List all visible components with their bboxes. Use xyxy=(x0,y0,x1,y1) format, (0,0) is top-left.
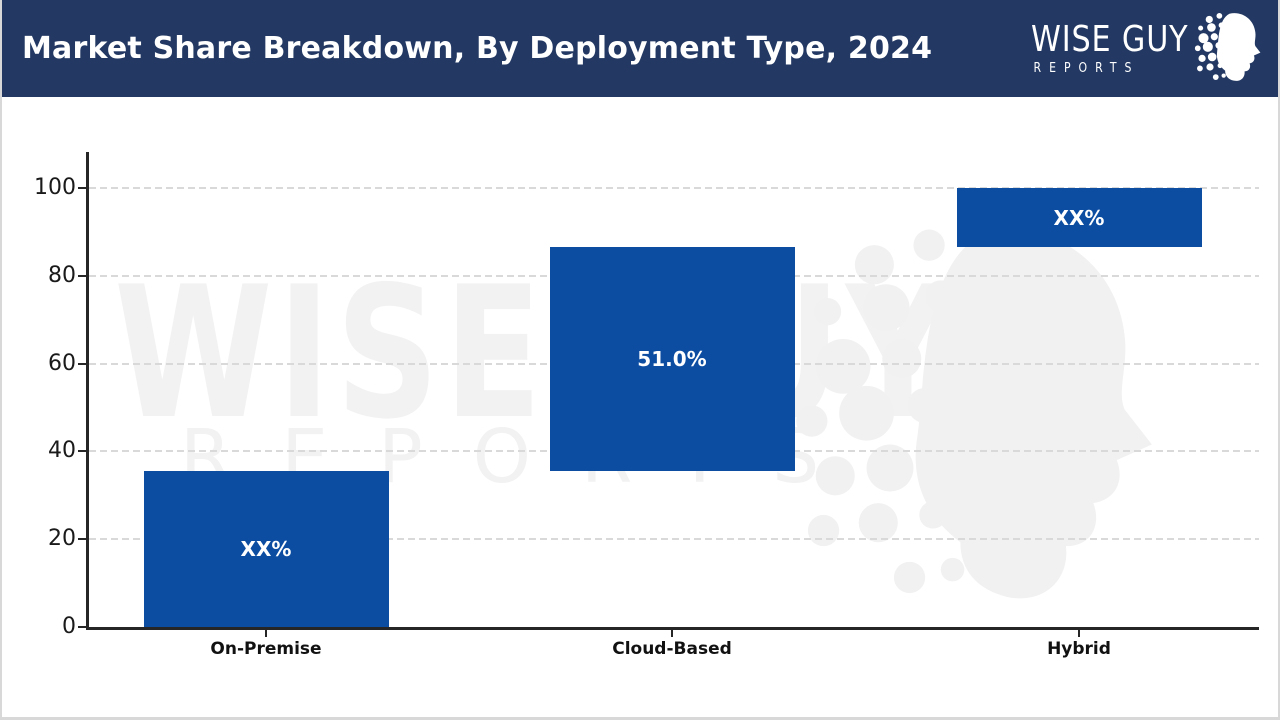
y-tick-mark xyxy=(78,450,87,453)
x-category-label: Cloud-Based xyxy=(612,639,732,659)
wise-guy-reports-logo: WISE GUY REPORTS xyxy=(1001,9,1265,89)
y-tick-label: 0 xyxy=(62,614,76,639)
logo-text: WISE GUY REPORTS xyxy=(1030,19,1189,76)
x-tick-mark xyxy=(671,629,673,637)
page-title: Market Share Breakdown, By Deployment Ty… xyxy=(22,31,933,66)
y-tick-label: 80 xyxy=(48,262,76,288)
y-tick-mark xyxy=(78,538,87,541)
gridline-100 xyxy=(89,187,1259,189)
logo-wordmark: WISE GUY xyxy=(1030,19,1188,60)
header-bar: Market Share Breakdown, By Deployment Ty… xyxy=(2,0,1278,97)
bar-value-label: 51.0% xyxy=(637,347,707,372)
y-tick-label: 40 xyxy=(48,438,76,464)
logo-subtitle: REPORTS xyxy=(1033,61,1139,76)
y-tick-mark xyxy=(78,274,87,277)
y-tick-mark xyxy=(78,187,87,189)
y-tick-label: 20 xyxy=(48,526,76,552)
x-category-label: Hybrid xyxy=(1047,639,1111,659)
logo-head-icon xyxy=(1194,12,1261,81)
y-tick-label: 60 xyxy=(48,350,76,376)
bar-on-premise: XX% xyxy=(143,471,389,627)
gridline-20 xyxy=(89,538,1259,541)
x-axis-spine xyxy=(86,627,1259,630)
y-axis-spine xyxy=(86,152,89,630)
y-tick-mark xyxy=(78,626,87,628)
x-tick-mark xyxy=(1078,629,1080,637)
x-tick-mark xyxy=(265,629,267,637)
y-tick-mark xyxy=(78,362,87,365)
y-tick-label: 100 xyxy=(34,175,76,200)
bar-hybrid: XX% xyxy=(956,188,1202,248)
x-category-label: On-Premise xyxy=(210,639,322,659)
bar-value-label: XX% xyxy=(1053,205,1105,230)
bar-value-label: XX% xyxy=(240,537,292,562)
bar-cloud-based: 51.0% xyxy=(549,247,795,472)
